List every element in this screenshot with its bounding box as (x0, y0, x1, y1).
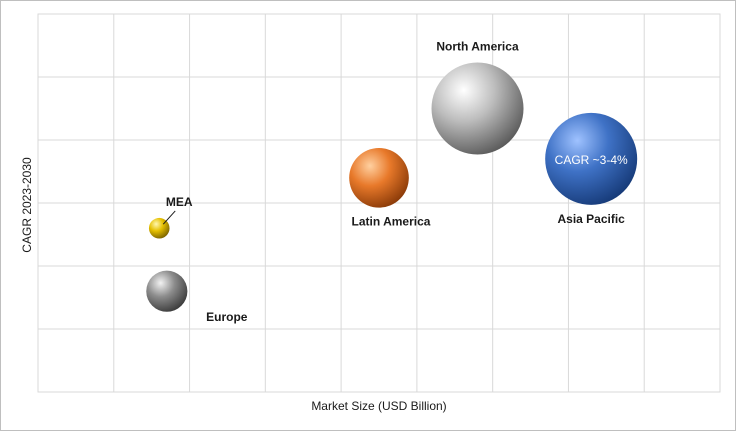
leader-line-mea (162, 210, 176, 225)
bubble-asia-pacific (545, 112, 638, 205)
bubble-europe (146, 270, 188, 312)
bubble-latin-america (349, 147, 409, 208)
annotation-asia-pacific: CAGR ~3-4% (555, 153, 628, 167)
label-asia-pacific: Asia Pacific (557, 212, 625, 226)
label-mea: MEA (166, 195, 193, 209)
label-europe: Europe (206, 310, 248, 324)
plot-grid (37, 13, 721, 393)
bubbles-layer (146, 62, 638, 312)
label-latin-america: Latin America (352, 215, 431, 229)
y-axis-label: CAGR 2023-2030 (20, 157, 34, 253)
label-north-america: North America (436, 40, 519, 54)
labels-layer: North America Asia Pacific CAGR ~3-4% Latin… (162, 40, 628, 324)
x-axis-label: Market Size (USD Billion) (311, 399, 446, 413)
bubble-north-america (431, 62, 524, 155)
